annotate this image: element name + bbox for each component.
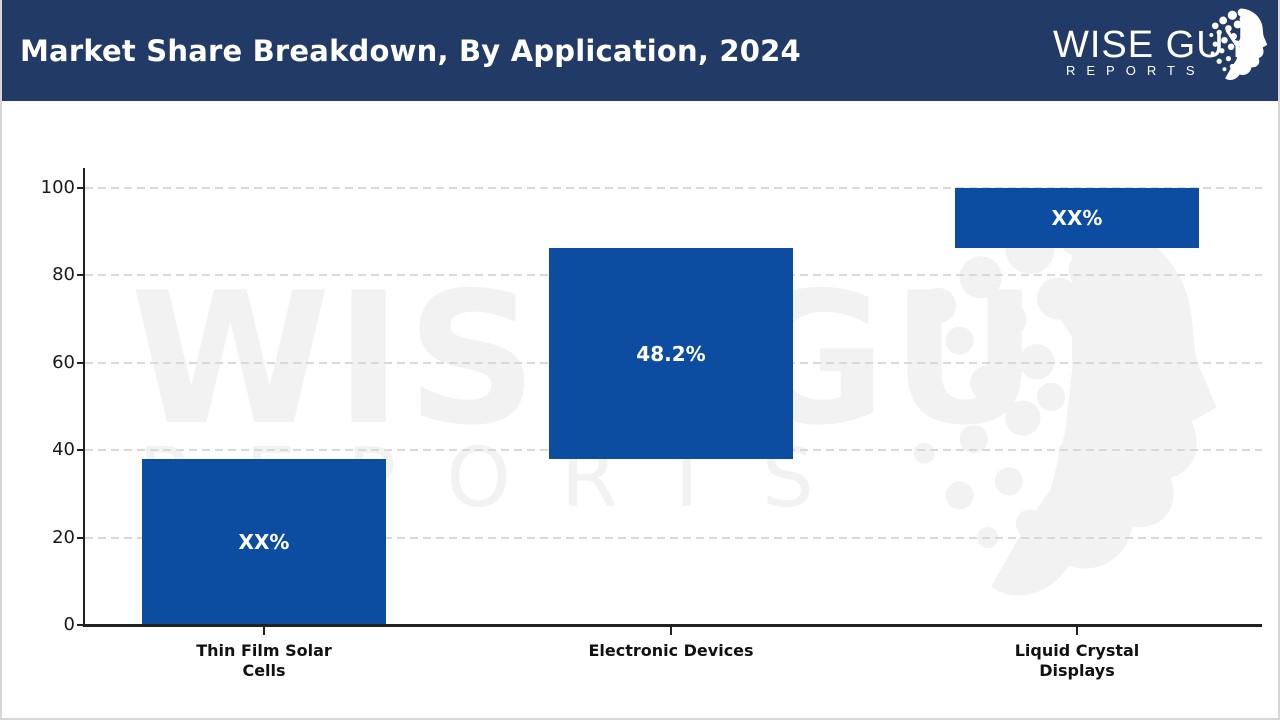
ytick-label: 20: [52, 526, 75, 548]
bar-2: 48.2%: [549, 248, 793, 459]
category-label: Electronic Devices: [588, 641, 754, 660]
bar-value-label: XX%: [238, 529, 290, 554]
wise-guy-reports-logo: WISE GUY REPORTS: [1020, 0, 1270, 101]
y-axis-line: [83, 168, 85, 627]
ytick-label: 60: [52, 351, 75, 373]
category-label: Thin Film Solar Cells: [196, 641, 332, 680]
ytick-mark: [77, 187, 85, 189]
ytick-mark: [77, 361, 85, 364]
header-bar: Market Share Breakdown, By Application, …: [0, 0, 1280, 101]
bar-value-label: XX%: [1051, 206, 1103, 231]
logo-subtitle: REPORTS: [1066, 63, 1206, 78]
ytick-label: 100: [40, 177, 75, 198]
bar-1: XX%: [142, 458, 386, 625]
ytick-mark: [77, 536, 85, 539]
xtick-mark: [263, 627, 265, 635]
xtick-mark: [1076, 627, 1078, 635]
ytick-mark: [77, 449, 85, 452]
x-axis-line: [85, 624, 1262, 627]
ytick-label: 0: [63, 614, 75, 635]
ytick-mark: [77, 624, 85, 626]
category-label: Liquid Crystal Displays: [1014, 641, 1140, 680]
page-title: Market Share Breakdown, By Application, …: [20, 33, 801, 68]
gridline-y20: [85, 536, 1262, 539]
chart-plot-area: 0 20 40 60 80 100 XX% 48.2% XX% Thin Film Solar C…: [0, 101, 1280, 720]
bar-3: XX%: [955, 188, 1199, 249]
ytick-mark: [77, 274, 85, 277]
logo-face-icon: [1202, 6, 1268, 85]
xtick-mark: [670, 627, 672, 635]
bar-value-label: 48.2%: [636, 341, 706, 366]
ytick-label: 40: [52, 439, 75, 461]
gridline-y100: [85, 187, 1262, 189]
ytick-label: 80: [52, 264, 75, 286]
